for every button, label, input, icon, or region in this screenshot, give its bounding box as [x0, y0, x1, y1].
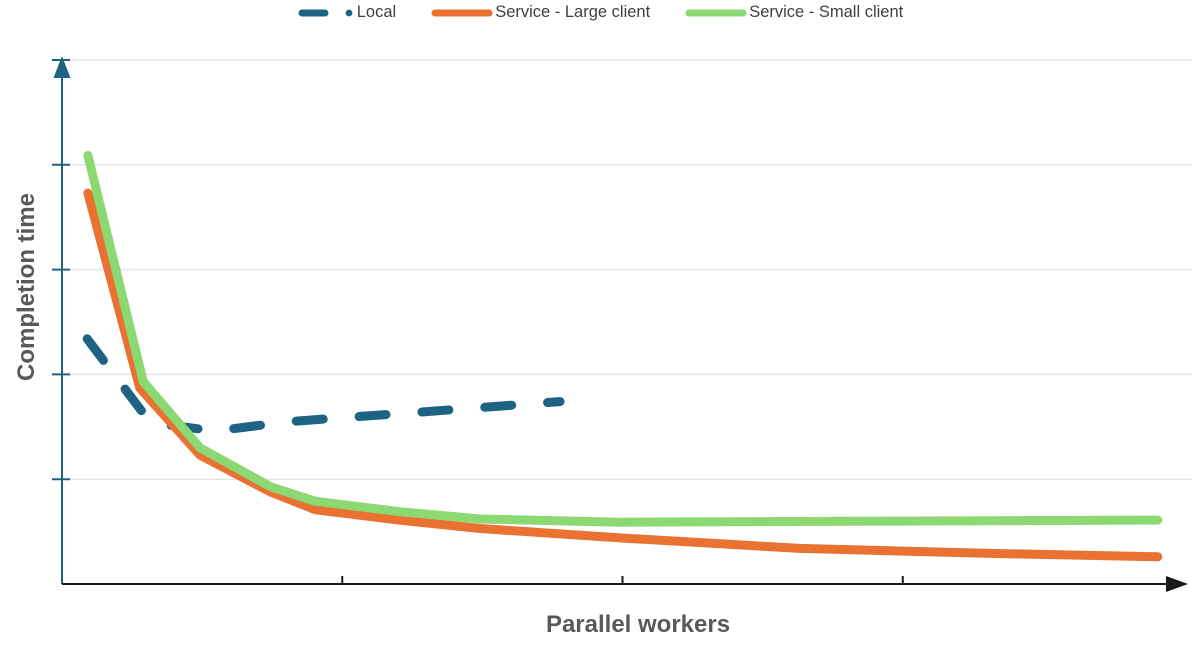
x-axis-title: Parallel workers: [545, 611, 731, 638]
legend-label: Service - Large client: [495, 3, 651, 21]
chart-legend: Local Service - Large client Service - S…: [0, 3, 1200, 22]
y-axis: [53, 56, 71, 584]
legend-item-local: Local: [297, 3, 396, 22]
series-line-service-small-client: [83, 150, 1163, 527]
legend-item-service-large-client: Service - Large client: [431, 3, 650, 22]
solid-line-icon: [685, 9, 747, 16]
y-axis-arrow-icon: [53, 56, 71, 78]
dash-dot-line-icon: [298, 9, 353, 16]
legend-item-service-small-client: Service - Small client: [685, 3, 903, 22]
gridlines: [62, 59, 1192, 480]
series-line-service-large-client: [83, 188, 1163, 562]
x-axis: [62, 576, 1188, 592]
x-axis-arrow-icon: [1166, 576, 1188, 592]
series-line-local: [82, 334, 565, 436]
y-axis-title: Completion time: [13, 192, 40, 382]
legend-label: Service - Small client: [749, 3, 904, 21]
legend-label: Local: [356, 3, 397, 21]
solid-line-icon: [431, 9, 493, 16]
